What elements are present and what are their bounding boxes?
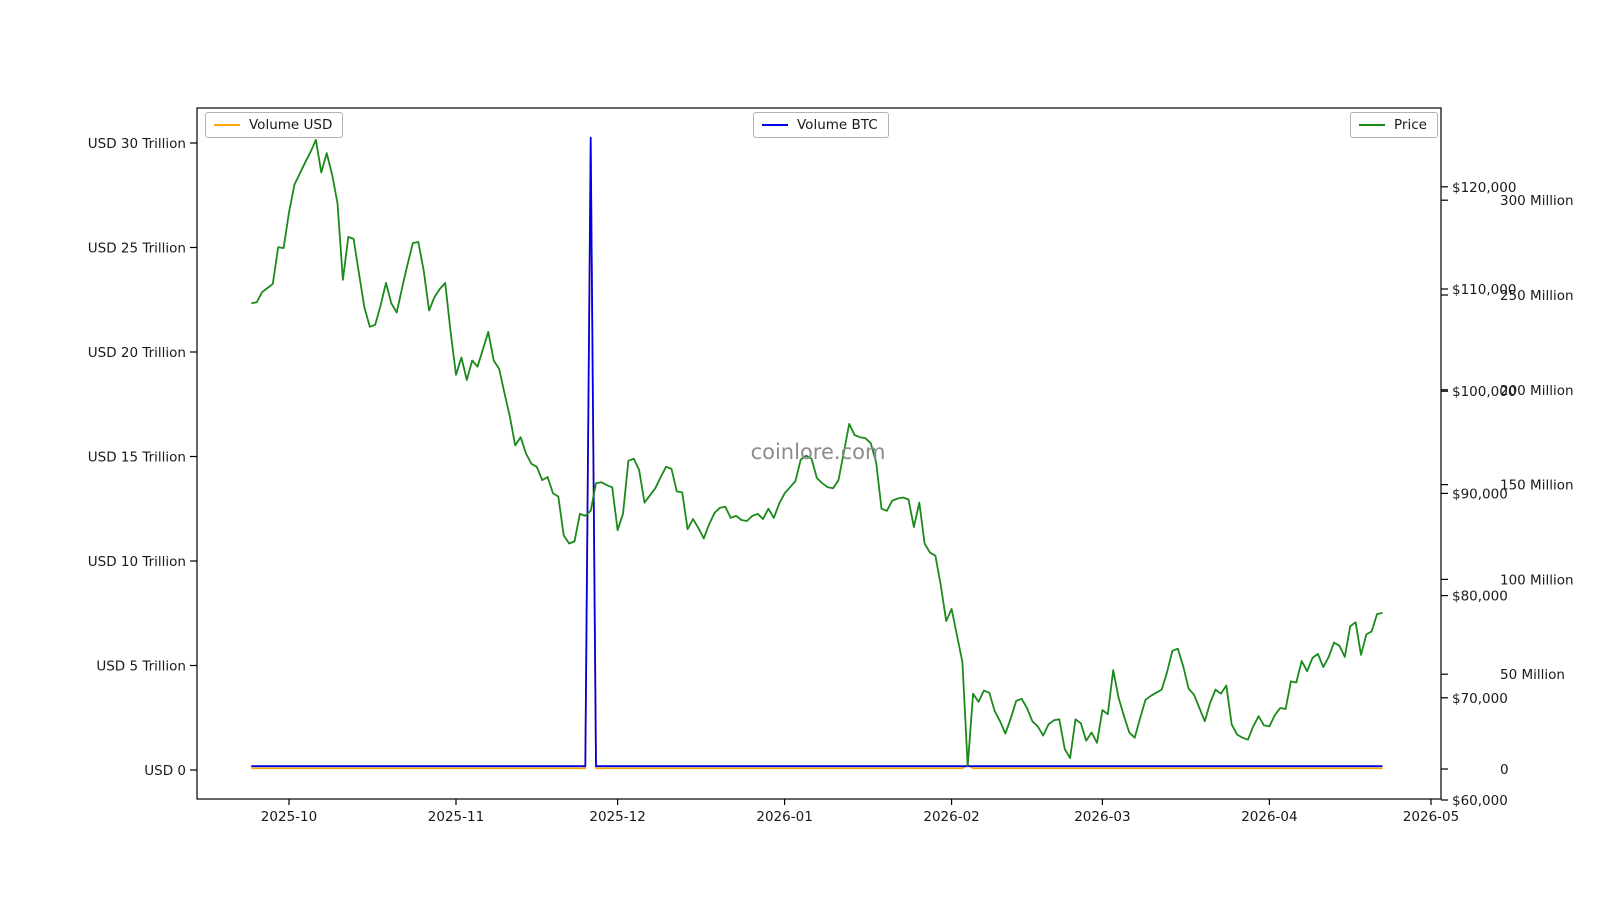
x-tick-label: 2026-04	[1241, 809, 1297, 825]
x-tick-label: 2025-12	[589, 809, 645, 825]
price-tick-label: $120,000	[1452, 180, 1516, 196]
price-line-swatch-icon	[1359, 124, 1385, 126]
x-tick-label: 2025-11	[428, 809, 484, 825]
price-tick-label: $100,000	[1452, 384, 1516, 400]
volume-usd-tick-label: USD 30 Trillion	[88, 136, 186, 152]
volume-usd-tick-label: USD 20 Trillion	[88, 345, 186, 361]
volume-btc-tick-label: 150 Million	[1500, 478, 1574, 494]
price-tick-label: $110,000	[1452, 282, 1516, 298]
x-tick-label: 2026-02	[923, 809, 979, 825]
watermark: coinlore.com	[750, 440, 886, 464]
price-tick-label: $60,000	[1452, 793, 1508, 809]
volume-btc-tick-label: 50 Million	[1500, 667, 1565, 683]
legend-price-label: Price	[1394, 117, 1427, 133]
volume-usd-line-swatch-icon	[214, 124, 240, 126]
x-tick-label: 2026-01	[756, 809, 812, 825]
volume-btc-line-swatch-icon	[762, 124, 788, 126]
legend-price: Price	[1350, 112, 1438, 138]
volume-usd-tick-label: USD 25 Trillion	[88, 241, 186, 257]
x-tick-label: 2026-05	[1403, 809, 1459, 825]
volume-usd-tick-label: USD 0	[144, 763, 186, 779]
price-tick-label: $70,000	[1452, 691, 1508, 707]
volume-btc-tick-label: 300 Million	[1500, 193, 1574, 209]
volume-btc-tick-label: 250 Million	[1500, 288, 1574, 304]
plot-border	[196, 107, 1442, 800]
volume-btc-tick-label: 200 Million	[1500, 383, 1574, 399]
volume-usd-tick-label: USD 15 Trillion	[88, 450, 186, 466]
x-tick-label: 2025-10	[261, 809, 317, 825]
volume-usd-line	[251, 142, 1383, 770]
volume-usd-tick-label: USD 5 Trillion	[96, 659, 186, 675]
price-tick-label: $80,000	[1452, 589, 1508, 605]
price-line	[251, 138, 1383, 768]
legend-volume-usd-label: Volume USD	[249, 117, 333, 133]
volume-btc-line	[251, 136, 1383, 768]
legend-volume-usd: Volume USD	[205, 112, 344, 138]
volume-usd-tick-label: USD 10 Trillion	[88, 554, 186, 570]
x-tick-label: 2026-03	[1074, 809, 1130, 825]
legend-volume-btc-label: Volume BTC	[797, 117, 878, 133]
price-tick-label: $90,000	[1452, 486, 1508, 502]
legend-volume-btc: Volume BTC	[753, 112, 889, 138]
volume-btc-tick-label: 100 Million	[1500, 572, 1574, 588]
volume-btc-tick-label: 0	[1500, 762, 1509, 778]
